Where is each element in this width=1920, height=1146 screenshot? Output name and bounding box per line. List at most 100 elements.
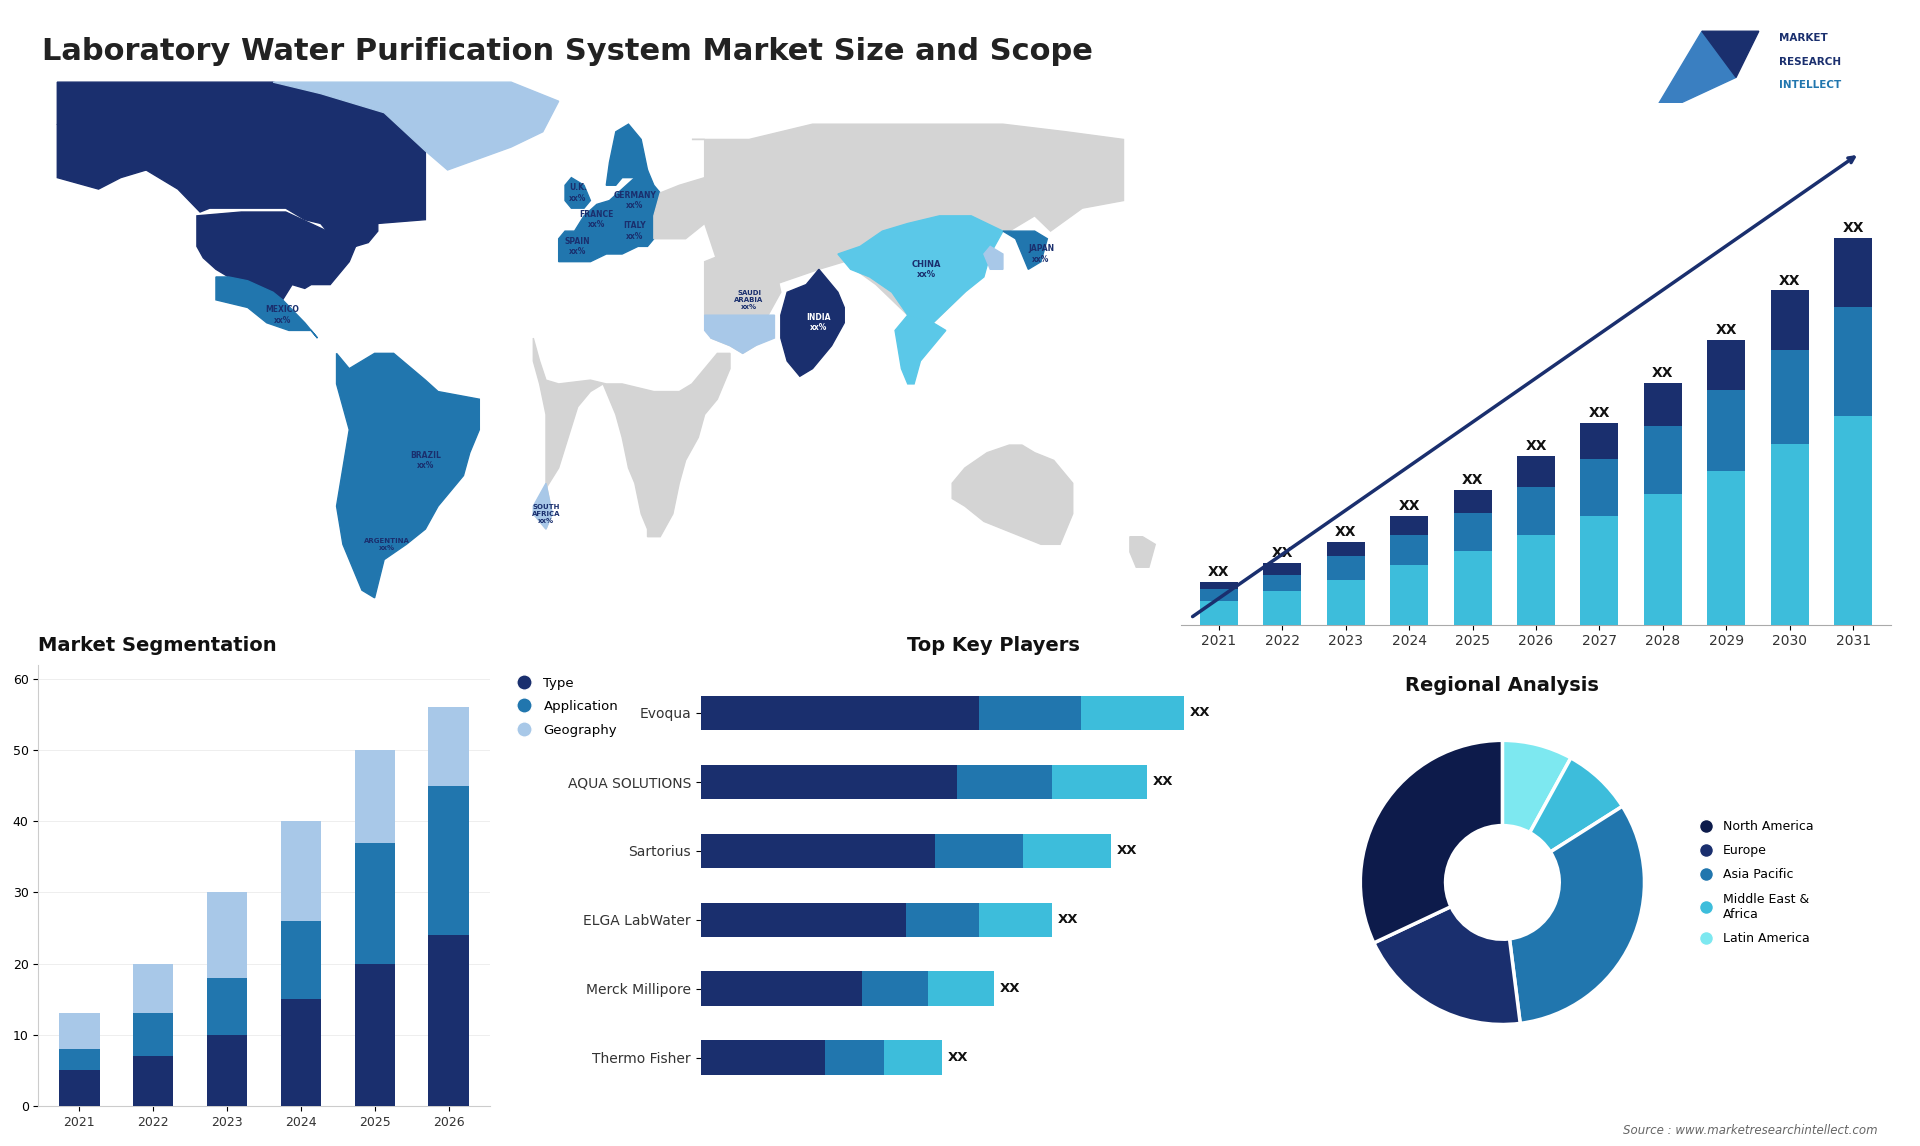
Text: XX: XX xyxy=(1058,913,1079,926)
Polygon shape xyxy=(705,315,774,353)
Text: JAPAN
xx%: JAPAN xx% xyxy=(1027,244,1054,264)
Bar xyxy=(701,696,979,730)
Bar xyxy=(1263,563,1302,575)
Bar xyxy=(1834,238,1872,307)
Text: XX: XX xyxy=(1000,982,1020,995)
Bar xyxy=(1081,696,1185,730)
Polygon shape xyxy=(705,186,983,323)
Bar xyxy=(979,696,1081,730)
Bar xyxy=(1580,516,1619,625)
Bar xyxy=(1453,513,1492,551)
Bar xyxy=(1834,416,1872,625)
Title: Regional Analysis: Regional Analysis xyxy=(1405,676,1599,694)
Polygon shape xyxy=(1651,31,1736,117)
Text: ITALY
xx%: ITALY xx% xyxy=(624,221,647,241)
Bar xyxy=(1517,456,1555,487)
Legend: North America, Europe, Asia Pacific, Middle East &
Africa, Latin America: North America, Europe, Asia Pacific, Mid… xyxy=(1688,815,1818,950)
Bar xyxy=(1517,534,1555,625)
Bar xyxy=(701,1041,826,1075)
Bar xyxy=(1580,423,1619,458)
Polygon shape xyxy=(1002,231,1048,269)
Bar xyxy=(1453,551,1492,625)
Bar xyxy=(701,833,935,868)
Bar xyxy=(1263,575,1302,591)
Bar xyxy=(1200,589,1238,601)
Text: ARGENTINA
xx%: ARGENTINA xx% xyxy=(365,537,411,551)
Polygon shape xyxy=(781,269,845,376)
Polygon shape xyxy=(607,124,647,186)
Bar xyxy=(60,1013,100,1049)
Bar xyxy=(1770,350,1809,445)
Wedge shape xyxy=(1375,906,1521,1025)
Wedge shape xyxy=(1509,807,1644,1023)
Bar xyxy=(280,999,321,1106)
Bar xyxy=(1580,458,1619,516)
Polygon shape xyxy=(336,353,480,598)
Bar xyxy=(1052,764,1148,799)
Text: SOUTH
AFRICA
xx%: SOUTH AFRICA xx% xyxy=(532,504,561,524)
Bar xyxy=(1644,494,1682,625)
Polygon shape xyxy=(58,124,146,189)
Bar xyxy=(132,1057,173,1106)
Bar xyxy=(1390,565,1428,625)
Bar xyxy=(935,833,1023,868)
Bar xyxy=(1200,582,1238,589)
Polygon shape xyxy=(58,83,426,246)
Legend: Type, Application, Geography: Type, Application, Geography xyxy=(505,672,624,741)
Text: BRAZIL
xx%: BRAZIL xx% xyxy=(411,450,442,470)
Bar xyxy=(1770,290,1809,350)
Text: FRANCE
xx%: FRANCE xx% xyxy=(580,210,614,229)
Polygon shape xyxy=(273,83,559,170)
Bar xyxy=(927,972,995,1006)
Polygon shape xyxy=(564,178,591,209)
Text: XX: XX xyxy=(1208,565,1229,579)
Polygon shape xyxy=(655,178,724,238)
Polygon shape xyxy=(559,170,660,261)
Bar xyxy=(207,1035,248,1106)
Bar xyxy=(280,822,321,921)
Bar xyxy=(1707,390,1745,471)
Bar xyxy=(1834,307,1872,416)
Text: Laboratory Water Purification System Market Size and Scope: Laboratory Water Purification System Mar… xyxy=(42,37,1092,65)
Text: INTELLECT: INTELLECT xyxy=(1778,80,1841,91)
Bar xyxy=(1390,516,1428,534)
Bar xyxy=(428,786,468,935)
Text: XX: XX xyxy=(1843,221,1864,235)
Bar xyxy=(1023,833,1110,868)
Wedge shape xyxy=(1501,740,1571,833)
Text: XX: XX xyxy=(1271,547,1292,560)
Text: MEXICO
xx%: MEXICO xx% xyxy=(265,306,300,324)
Bar xyxy=(883,1041,943,1075)
Text: SAUDI
ARABIA
xx%: SAUDI ARABIA xx% xyxy=(735,290,764,309)
Bar xyxy=(428,707,468,786)
Bar xyxy=(1517,487,1555,534)
Bar xyxy=(60,1049,100,1070)
Text: INDIA
xx%: INDIA xx% xyxy=(806,313,831,332)
Text: XX: XX xyxy=(1154,776,1173,788)
Bar xyxy=(60,1070,100,1106)
Polygon shape xyxy=(837,215,1002,323)
Text: XX: XX xyxy=(1651,366,1674,380)
Polygon shape xyxy=(215,277,317,338)
Polygon shape xyxy=(1129,536,1156,567)
Title: Top Key Players: Top Key Players xyxy=(906,636,1081,654)
Text: U.S.
xx%: U.S. xx% xyxy=(263,229,284,249)
Text: XX: XX xyxy=(1780,274,1801,288)
Bar xyxy=(207,978,248,1035)
Bar xyxy=(701,764,956,799)
Text: SPAIN
xx%: SPAIN xx% xyxy=(564,237,591,256)
Bar xyxy=(1453,489,1492,513)
Polygon shape xyxy=(691,124,1123,231)
Polygon shape xyxy=(1701,31,1759,78)
Bar xyxy=(1327,542,1365,556)
Circle shape xyxy=(1446,825,1559,940)
Polygon shape xyxy=(534,484,553,529)
Bar xyxy=(1327,580,1365,625)
Text: MARKET: MARKET xyxy=(1778,33,1828,42)
Bar xyxy=(1644,383,1682,425)
Text: XX: XX xyxy=(1588,407,1611,421)
Bar xyxy=(355,964,396,1106)
Bar xyxy=(701,903,906,937)
Text: RESEARCH: RESEARCH xyxy=(1778,56,1841,66)
Bar xyxy=(1390,534,1428,565)
